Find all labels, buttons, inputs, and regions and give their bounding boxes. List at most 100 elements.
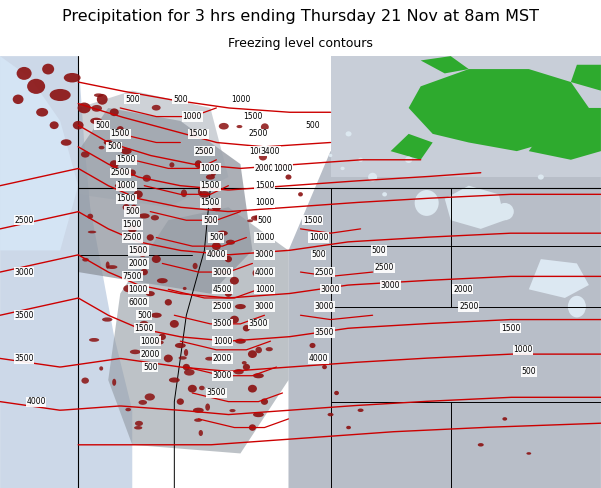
Text: 4000: 4000	[309, 354, 328, 363]
Ellipse shape	[266, 347, 273, 351]
Ellipse shape	[134, 426, 142, 429]
Polygon shape	[331, 56, 601, 177]
Ellipse shape	[206, 174, 215, 180]
Ellipse shape	[217, 269, 228, 275]
Ellipse shape	[129, 169, 136, 176]
Text: 4000: 4000	[207, 250, 226, 259]
Ellipse shape	[78, 102, 91, 113]
Text: 3500: 3500	[213, 319, 232, 328]
Text: 2500: 2500	[14, 216, 34, 225]
Ellipse shape	[259, 153, 267, 161]
Ellipse shape	[110, 160, 119, 168]
Text: 500: 500	[257, 216, 272, 225]
Ellipse shape	[205, 357, 214, 361]
Text: 1000: 1000	[231, 95, 250, 104]
Ellipse shape	[538, 174, 544, 180]
Ellipse shape	[159, 334, 166, 340]
Ellipse shape	[135, 421, 143, 426]
Text: Freezing level contours: Freezing level contours	[228, 37, 373, 50]
Ellipse shape	[230, 277, 239, 285]
Ellipse shape	[194, 418, 202, 422]
Ellipse shape	[151, 313, 162, 318]
Text: 3500: 3500	[207, 388, 226, 398]
Ellipse shape	[329, 154, 332, 157]
Ellipse shape	[358, 408, 364, 412]
Ellipse shape	[212, 301, 222, 304]
Text: 500: 500	[305, 121, 320, 130]
Ellipse shape	[115, 183, 126, 188]
Text: 500: 500	[173, 95, 188, 104]
Ellipse shape	[97, 94, 108, 105]
Ellipse shape	[164, 355, 173, 362]
Ellipse shape	[226, 240, 235, 245]
Ellipse shape	[255, 347, 262, 353]
Text: 3000: 3000	[321, 285, 340, 294]
Text: 1000: 1000	[141, 337, 160, 346]
Polygon shape	[529, 108, 601, 160]
Ellipse shape	[230, 409, 236, 412]
Text: 2000: 2000	[141, 349, 160, 359]
Ellipse shape	[178, 356, 187, 360]
Text: 2500: 2500	[213, 302, 232, 311]
Text: 1000: 1000	[255, 285, 274, 294]
Ellipse shape	[50, 89, 71, 101]
Text: 1500: 1500	[189, 129, 208, 139]
Ellipse shape	[99, 146, 105, 149]
Text: 500: 500	[371, 246, 386, 255]
Text: 1000: 1000	[255, 199, 274, 207]
Text: 2000: 2000	[453, 285, 472, 294]
Polygon shape	[445, 186, 505, 229]
Text: 2500: 2500	[315, 267, 334, 277]
Polygon shape	[391, 134, 433, 160]
Ellipse shape	[145, 393, 155, 401]
Text: 2500: 2500	[195, 146, 214, 156]
Text: 4000: 4000	[26, 397, 46, 406]
Text: 500: 500	[107, 142, 121, 151]
Ellipse shape	[50, 122, 59, 129]
Ellipse shape	[211, 170, 216, 176]
Polygon shape	[0, 56, 132, 488]
Ellipse shape	[154, 340, 163, 345]
Text: 500: 500	[125, 95, 139, 104]
Text: 1000: 1000	[309, 233, 328, 242]
Ellipse shape	[199, 386, 205, 390]
Text: 2500: 2500	[111, 168, 130, 177]
Ellipse shape	[177, 398, 184, 405]
Ellipse shape	[184, 369, 195, 376]
Text: 1500: 1500	[303, 216, 322, 225]
Text: 3000: 3000	[381, 281, 400, 289]
Text: 2000: 2000	[255, 164, 274, 173]
Text: 1000: 1000	[117, 181, 136, 190]
Ellipse shape	[195, 160, 202, 168]
Text: 1000: 1000	[201, 164, 220, 173]
Ellipse shape	[212, 203, 221, 211]
Ellipse shape	[261, 123, 269, 131]
Ellipse shape	[253, 412, 264, 417]
Ellipse shape	[188, 129, 197, 138]
Polygon shape	[288, 151, 601, 488]
Ellipse shape	[526, 452, 531, 455]
Text: 1500: 1500	[201, 181, 220, 190]
Ellipse shape	[27, 79, 45, 94]
Text: 500: 500	[95, 121, 109, 130]
Polygon shape	[0, 294, 60, 402]
Ellipse shape	[169, 377, 180, 383]
Text: 4500: 4500	[213, 285, 232, 294]
Text: 3000: 3000	[255, 302, 274, 311]
Ellipse shape	[147, 234, 154, 241]
Ellipse shape	[112, 379, 116, 386]
Ellipse shape	[235, 304, 246, 309]
Ellipse shape	[106, 262, 109, 269]
Ellipse shape	[175, 343, 186, 348]
Text: 1500: 1500	[255, 181, 274, 190]
Ellipse shape	[151, 215, 159, 221]
Ellipse shape	[129, 205, 139, 211]
Ellipse shape	[568, 296, 586, 317]
Ellipse shape	[181, 189, 187, 197]
Ellipse shape	[235, 339, 246, 344]
Ellipse shape	[346, 426, 351, 429]
Ellipse shape	[322, 365, 327, 369]
Ellipse shape	[123, 204, 130, 210]
Ellipse shape	[82, 258, 89, 262]
Ellipse shape	[368, 173, 377, 182]
